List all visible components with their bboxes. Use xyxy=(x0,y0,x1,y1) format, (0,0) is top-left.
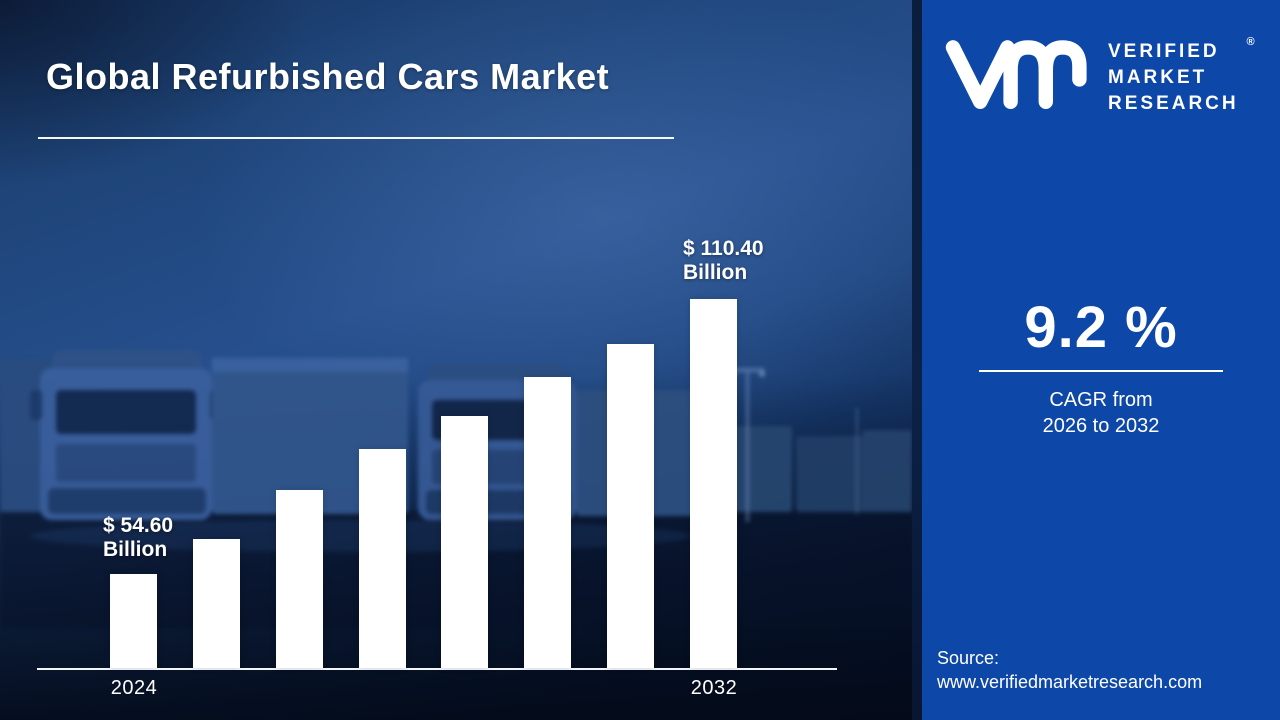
first-bar-value-unit: Billion xyxy=(103,538,168,561)
first-bar-value-label: $ 54.60 Billion xyxy=(103,514,173,562)
bar-year-5 xyxy=(441,416,488,668)
vmr-logo-icon xyxy=(945,40,1087,109)
x-tick-2032: 2032 xyxy=(690,677,738,699)
brand-name: ® VERIFIED MARKET RESEARCH xyxy=(1108,33,1255,117)
title-underline xyxy=(38,137,674,139)
brand-name-line2: MARKET xyxy=(1108,67,1208,88)
cagr-caption-line2: 2026 to 2032 xyxy=(1042,415,1160,437)
last-bar-value-unit: Billion xyxy=(683,261,748,284)
x-tick-2024: 2024 xyxy=(110,677,158,699)
page-title: Global Refurbished Cars Market xyxy=(46,56,610,97)
last-bar-value-label: $ 110.40 Billion xyxy=(683,237,764,285)
bar-year-7 xyxy=(607,344,654,668)
cagr-caption-line1: CAGR from xyxy=(1049,389,1153,411)
first-bar-value-amount: $ 54.60 xyxy=(103,514,174,537)
cagr-value: 9.2 % xyxy=(1024,295,1178,360)
bar-chart: $ 54.60 Billion $ 110.40 Billion 2024 20… xyxy=(37,237,837,699)
photo-background-panel: Global Refurbished Cars Market $ 54.60 B… xyxy=(0,0,912,720)
cagr-underline xyxy=(979,370,1223,372)
brand-panel: ® VERIFIED MARKET RESEARCH 9.2 % CAGR fr… xyxy=(922,0,1280,720)
cagr-stat: 9.2 % CAGR from 2026 to 2032 xyxy=(922,297,1280,439)
bar-year-4 xyxy=(359,449,406,668)
last-bar-value-amount: $ 110.40 xyxy=(683,237,764,260)
bar-year-6 xyxy=(524,377,571,668)
source-attribution: Source: www.verifiedmarketresearch.com xyxy=(937,646,1202,694)
x-axis-line xyxy=(37,668,837,670)
source-label: Source: xyxy=(937,648,1000,668)
source-url-link[interactable]: www.verifiedmarketresearch.com xyxy=(937,672,1203,692)
brand-header: ® VERIFIED MARKET RESEARCH xyxy=(942,33,1268,117)
bar-2024 xyxy=(110,574,157,668)
panel-divider xyxy=(912,0,922,720)
cagr-caption: CAGR from 2026 to 2032 xyxy=(922,387,1280,439)
brand-name-line3: RESEARCH xyxy=(1108,93,1239,114)
bar-year-2 xyxy=(193,539,240,668)
bar-year-3 xyxy=(276,490,323,668)
bar-2032 xyxy=(690,299,737,668)
registered-trademark-icon: ® xyxy=(1246,36,1255,48)
brand-name-line1: VERIFIED xyxy=(1108,41,1220,62)
